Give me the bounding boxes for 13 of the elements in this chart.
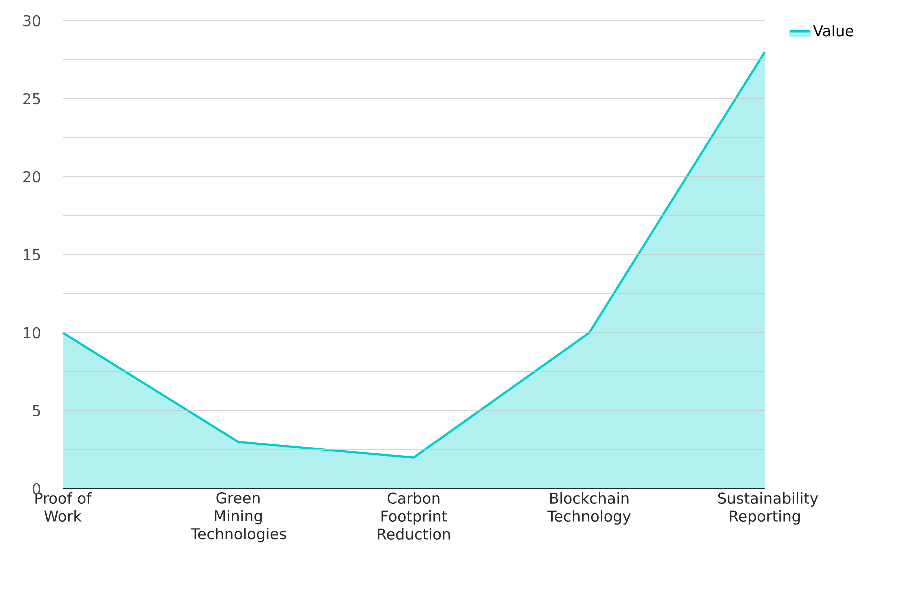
- x-tick-label: Blockchain Technology: [548, 492, 631, 525]
- x-tick-label: Carbon Footprint Reduction: [378, 492, 450, 540]
- y-tick-label: 25: [24, 93, 40, 105]
- x-tick-label: Green Mining Technologies: [190, 492, 286, 543]
- y-tick-label: 10: [24, 327, 40, 339]
- y-tick-label: 20: [24, 171, 40, 183]
- y-tick-label: 30: [24, 15, 40, 27]
- x-tick-label: Sustainability Reporting: [718, 492, 818, 525]
- legend-label: Value: [813, 25, 854, 37]
- y-tick-label: 15: [24, 249, 40, 261]
- x-tick-label: Proof of Work: [36, 492, 92, 522]
- y-tick-label: 0: [32, 483, 40, 495]
- y-tick-label: 5: [33, 405, 40, 417]
